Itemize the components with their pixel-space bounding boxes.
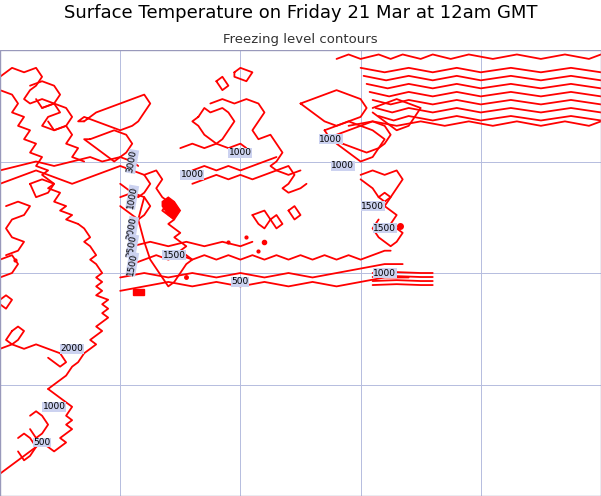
Text: Surface Temperature on Friday 21 Mar at 12am GMT: Surface Temperature on Friday 21 Mar at … (64, 3, 537, 21)
Polygon shape (162, 197, 180, 219)
Text: 2000: 2000 (126, 216, 139, 241)
Text: 500: 500 (34, 438, 50, 447)
Text: 500: 500 (232, 277, 249, 286)
Text: 2500: 2500 (126, 234, 139, 258)
Text: 1500: 1500 (163, 250, 186, 260)
Text: 1000: 1000 (229, 148, 252, 157)
Text: 1000: 1000 (331, 162, 354, 171)
Text: 1000: 1000 (126, 185, 139, 209)
Text: 1500: 1500 (373, 224, 396, 233)
Text: 1000: 1000 (319, 135, 342, 144)
Text: 1000: 1000 (181, 171, 204, 180)
Text: 1000: 1000 (373, 268, 396, 277)
Text: Freezing level contours: Freezing level contours (223, 34, 378, 47)
Text: 1500: 1500 (126, 252, 139, 276)
Text: 3000: 3000 (126, 149, 139, 174)
Text: 1500: 1500 (361, 201, 384, 211)
Text: 2000: 2000 (61, 344, 84, 353)
Polygon shape (133, 289, 144, 295)
Text: 1000: 1000 (43, 402, 66, 411)
